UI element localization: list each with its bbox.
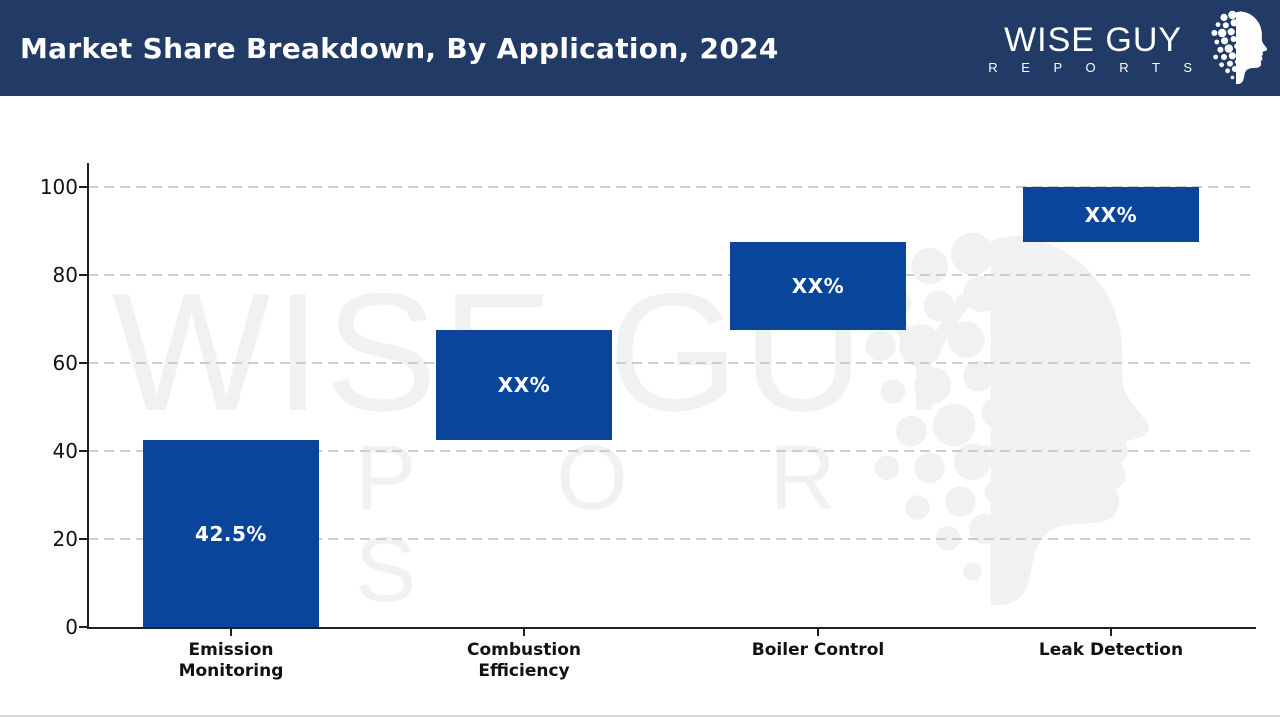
brand-logo: WISE GUY R E P O R T S — [984, 6, 1272, 90]
watermark-head-icon — [865, 232, 1149, 606]
header-bar: Market Share Breakdown, By Application, … — [0, 0, 1280, 96]
logo-wordmark: WISE GUY — [1004, 20, 1183, 59]
y-axis-tick-label: 100 — [39, 175, 78, 199]
category-label-leak-detection: Leak Detection — [1038, 640, 1184, 660]
y-axis-tick-label: 0 — [65, 615, 78, 639]
bar-boiler-control: XX% — [730, 242, 906, 330]
category-label-combustion-efficiency: Combustion Efficiency — [467, 640, 581, 681]
gridline-y80 — [88, 274, 1256, 276]
bar-value-label: 42.5% — [195, 521, 267, 546]
category-label-emission-monitoring: Emission Monitoring — [178, 640, 284, 681]
bar-value-label: XX% — [1084, 202, 1138, 227]
y-axis-tick — [79, 362, 88, 364]
gridline-y20 — [88, 538, 1256, 540]
logo-subtitle: R E P O R T S — [988, 59, 1202, 75]
y-axis-tick — [79, 274, 88, 276]
gridline-y40 — [88, 450, 1256, 452]
y-axis-tick — [79, 626, 88, 628]
y-axis-tick-label: 20 — [52, 527, 78, 551]
x-axis-tick — [230, 629, 232, 636]
footer-divider — [0, 715, 1280, 717]
category-label-boiler-control: Boiler Control — [751, 640, 885, 660]
gridline-y100 — [88, 186, 1256, 188]
chart-title: Market Share Breakdown, By Application, … — [20, 31, 779, 65]
bar-value-label: XX% — [497, 373, 551, 397]
bar-combustion-efficiency: XX% — [436, 330, 612, 440]
y-axis-tick-label: 60 — [52, 351, 78, 375]
gridline-y60 — [88, 362, 1256, 364]
bar-leak-detection: XX% — [1023, 187, 1199, 242]
y-axis-tick — [79, 538, 88, 540]
brand-logo-text: WISE GUY R E P O R T S — [984, 23, 1202, 74]
y-axis-tick-label: 40 — [52, 439, 78, 463]
x-axis-tick — [1110, 629, 1112, 636]
logo-head-icon — [1211, 10, 1268, 84]
y-axis-tick — [79, 450, 88, 452]
x-axis-line — [87, 627, 1256, 629]
y-axis-line — [87, 163, 89, 629]
bar-emission-monitoring: 42.5% — [143, 440, 319, 627]
x-axis-tick — [817, 629, 819, 636]
x-axis-tick — [523, 629, 525, 636]
y-axis-tick — [79, 186, 88, 188]
y-axis-tick-label: 80 — [52, 263, 78, 287]
bar-value-label: XX% — [791, 274, 845, 298]
